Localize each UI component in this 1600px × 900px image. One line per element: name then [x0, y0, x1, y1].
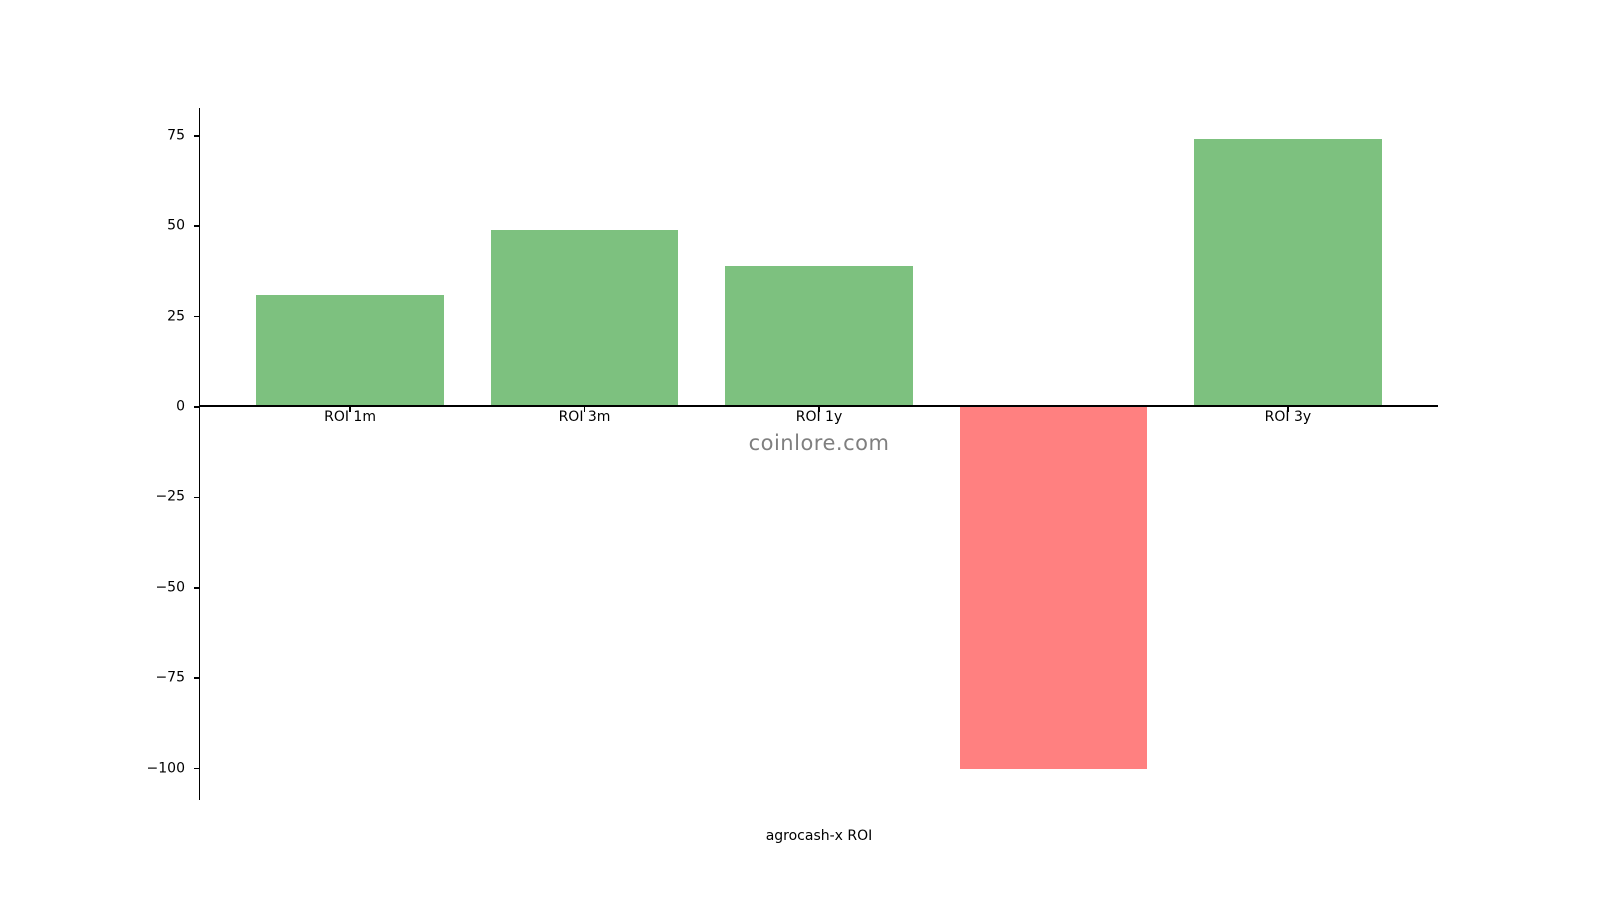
y-tick-label: −25 [155, 489, 185, 506]
x-tick-label: ROI 1y [795, 408, 843, 425]
bar-unlabeled [959, 406, 1148, 769]
y-tick-mark [193, 225, 199, 227]
y-tick-mark [193, 496, 199, 499]
x-tick-mark [818, 406, 820, 412]
y-tick-mark [193, 587, 199, 589]
bar-roi-1y [725, 265, 913, 407]
y-tick-mark [193, 135, 199, 137]
y-tick-mark [193, 406, 199, 408]
x-tick-label: ROI 3y [1264, 408, 1312, 425]
bar-roi-3y [1194, 139, 1382, 407]
bar-roi-3m [490, 229, 679, 407]
y-tick-label: 25 [167, 308, 185, 325]
y-axis-spine [198, 108, 200, 800]
x-axis-title: agrocash-x ROI [765, 828, 873, 844]
y-tick-label: −100 [146, 760, 185, 777]
bar-roi-1m [256, 294, 444, 407]
y-tick-mark [193, 767, 199, 770]
x-tick-mark [583, 406, 586, 412]
x-axis-line [198, 405, 1438, 407]
y-tick-label: −50 [155, 579, 185, 596]
y-tick-label: −75 [155, 669, 185, 686]
x-tick-mark [349, 406, 351, 412]
y-tick-mark [193, 677, 199, 679]
x-tick-mark [1287, 406, 1289, 412]
y-tick-label: 50 [167, 217, 185, 234]
x-tick-label: ROI 3m [558, 408, 611, 425]
y-tick-label: 0 [176, 398, 185, 415]
watermark: coinlore.com [748, 431, 890, 455]
y-tick-label: 75 [167, 127, 185, 144]
y-tick-mark [193, 315, 199, 318]
x-tick-label: ROI 1m [324, 408, 376, 425]
